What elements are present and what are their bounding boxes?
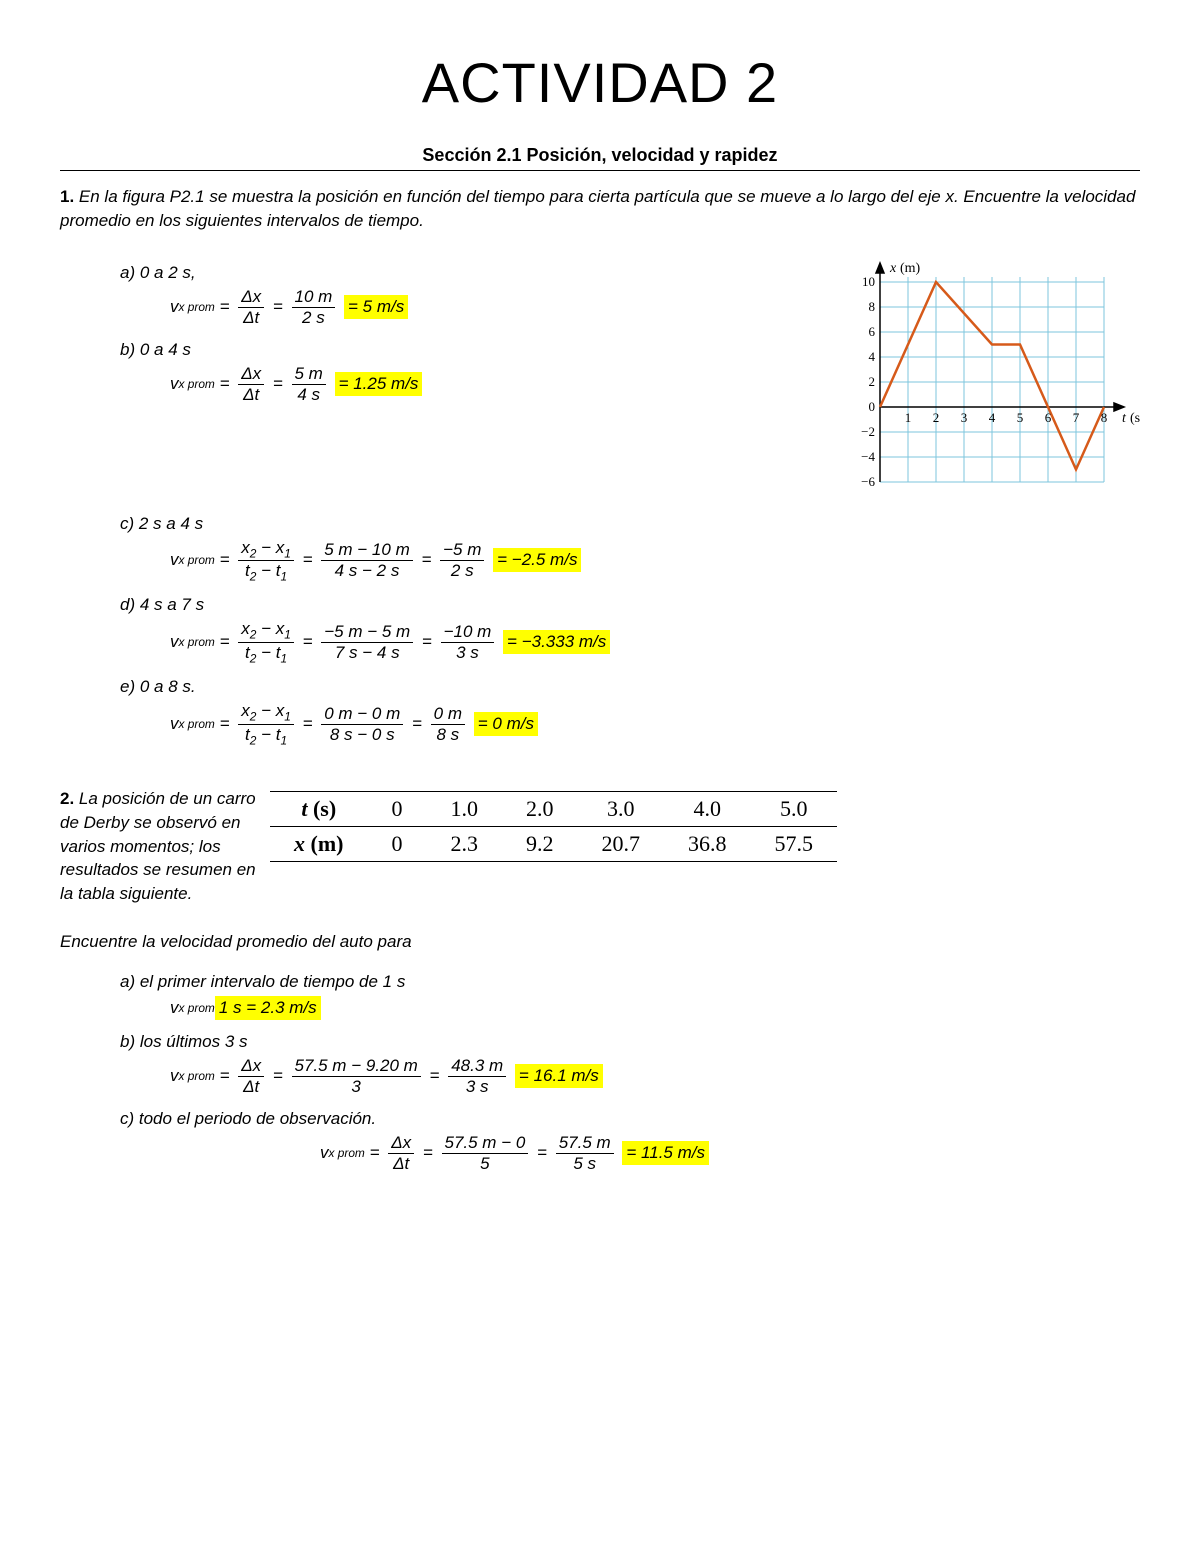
x-label: x: [294, 831, 305, 856]
ans-2c: = 11.5 m/s: [622, 1141, 709, 1165]
a-den: 2 s: [292, 308, 336, 328]
problem-2-prompt: Encuentre la velocidad promedio del auto…: [60, 930, 1140, 954]
t-unit: (s): [313, 796, 336, 821]
e-den1: 8 s − 0 s: [321, 725, 403, 745]
d-den2: 3 s: [441, 643, 495, 663]
2c-den1: 5: [442, 1154, 529, 1174]
problem-2-text: 2. La posición de un carro de Derby se o…: [60, 787, 260, 906]
b-ans: = 1.25 m/s: [335, 372, 423, 396]
a-ans: = 5 m/s: [344, 295, 408, 319]
d-ans: = −3.333 m/s: [503, 630, 610, 654]
x1: 2.3: [426, 826, 502, 861]
ans-2b: = 16.1 m/s: [515, 1064, 603, 1088]
item-2b-label: b) los últimos 3 s: [120, 1032, 1140, 1052]
e-num2: 0 m: [431, 704, 465, 725]
svg-text:−6: −6: [861, 474, 875, 489]
2b-den1: 3: [292, 1077, 421, 1097]
svg-text:2: 2: [869, 374, 876, 389]
svg-text:2: 2: [933, 410, 940, 425]
a-num: 10 m: [292, 287, 336, 308]
c-ans: = −2.5 m/s: [493, 548, 581, 572]
t2: 2.0: [502, 791, 578, 826]
svg-text:4: 4: [869, 349, 876, 364]
b-num: 5 m: [292, 364, 326, 385]
t1: 1.0: [426, 791, 502, 826]
2b-num2: 48.3 m: [448, 1056, 506, 1077]
svg-text:6: 6: [1045, 410, 1052, 425]
svg-text:7: 7: [1073, 410, 1080, 425]
problem-1-text: 1. En la figura P2.1 se muestra la posic…: [60, 185, 1140, 233]
2b-num1: 57.5 m − 9.20 m: [292, 1056, 421, 1077]
svg-text:x: x: [889, 261, 897, 276]
svg-text:−2: −2: [861, 424, 875, 439]
item-2c-label: c) todo el periodo de observación.: [120, 1109, 1140, 1129]
2c-num1: 57.5 m − 0: [442, 1133, 529, 1154]
x2: 9.2: [502, 826, 578, 861]
item-2c-eq: vx prom = ΔxΔt = 57.5 m − 05 = 57.5 m5 s…: [320, 1133, 1140, 1174]
svg-text:−4: −4: [861, 449, 875, 464]
item-d-label: d) 4 s a 7 s: [120, 595, 1140, 615]
problem-2-body: La posición de un carro de Derby se obse…: [60, 789, 256, 903]
x-unit: (m): [311, 831, 344, 856]
svg-text:10: 10: [862, 274, 875, 289]
c-den2: 2 s: [440, 561, 484, 581]
e-ans: = 0 m/s: [474, 712, 538, 736]
item-c-label: c) 2 s a 4 s: [120, 514, 1140, 534]
d-num1: −5 m − 5 m: [321, 622, 413, 643]
item-b-eq: vx prom = ΔxΔt = 5 m4 s = 1.25 m/s: [170, 364, 820, 405]
svg-text:(m): (m): [900, 261, 921, 276]
x4: 36.8: [664, 826, 751, 861]
item-e-eq: vx prom = x2 − x1 t2 − t1 = 0 m − 0 m8 s…: [170, 701, 1140, 747]
ans-2a: 1 s = 2.3 m/s: [215, 996, 321, 1020]
problem-1-body: En la figura P2.1 se muestra la posición…: [60, 187, 1135, 230]
page-title: ACTIVIDAD 2: [60, 50, 1140, 115]
2b-den2: 3 s: [448, 1077, 506, 1097]
c-den1: 4 s − 2 s: [321, 561, 413, 581]
item-a-eq: vx prom = ΔxΔt = 10 m2 s = 5 m/s: [170, 287, 820, 328]
section-heading: Sección 2.1 Posición, velocidad y rapide…: [60, 145, 1140, 171]
svg-text:0: 0: [869, 399, 876, 414]
item-2a-eq: vx prom1 s = 2.3 m/s: [170, 996, 1140, 1020]
derby-table: t (s) 0 1.0 2.0 3.0 4.0 5.0 x (m) 0 2.3 …: [270, 791, 837, 862]
t5: 5.0: [750, 791, 837, 826]
figure-p2-1: x (m) t (s) 10 8 6 4 2 0 −2 −4 −6 1 2 3 …: [840, 257, 1140, 502]
item-d-eq: vx prom = x2 − x1 t2 − t1 = −5 m − 5 m7 …: [170, 619, 1140, 665]
x3: 20.7: [577, 826, 664, 861]
svg-text:5: 5: [1017, 410, 1024, 425]
2c-den2: 5 s: [556, 1154, 614, 1174]
item-c-eq: vx prom = x2 − x1 t2 − t1 = 5 m − 10 m4 …: [170, 538, 1140, 584]
x0: 0: [367, 826, 426, 861]
svg-text:3: 3: [961, 410, 968, 425]
c-num1: 5 m − 10 m: [321, 540, 413, 561]
item-2a-label: a) el primer intervalo de tiempo de 1 s: [120, 972, 1140, 992]
d-num2: −10 m: [441, 622, 495, 643]
c-num2: −5 m: [440, 540, 484, 561]
svg-text:8: 8: [1101, 410, 1108, 425]
d-den1: 7 s − 4 s: [321, 643, 413, 663]
item-b-label: b) 0 a 4 s: [120, 340, 820, 360]
item-a-label: a) 0 a 2 s,: [120, 263, 820, 283]
svg-text:1: 1: [905, 410, 912, 425]
item-e-label: e) 0 a 8 s.: [120, 677, 1140, 697]
svg-text:8: 8: [869, 299, 876, 314]
t0: 0: [367, 791, 426, 826]
e-num1: 0 m − 0 m: [321, 704, 403, 725]
svg-text:(s): (s): [1130, 411, 1140, 426]
t-label: t: [301, 796, 307, 821]
item-2b-eq: vx prom = ΔxΔt = 57.5 m − 9.20 m3 = 48.3…: [170, 1056, 1140, 1097]
x5: 57.5: [750, 826, 837, 861]
t3: 3.0: [577, 791, 664, 826]
t4: 4.0: [664, 791, 751, 826]
2c-num2: 57.5 m: [556, 1133, 614, 1154]
svg-text:4: 4: [989, 410, 996, 425]
b-den: 4 s: [292, 385, 326, 405]
svg-text:6: 6: [869, 324, 876, 339]
e-den2: 8 s: [431, 725, 465, 745]
